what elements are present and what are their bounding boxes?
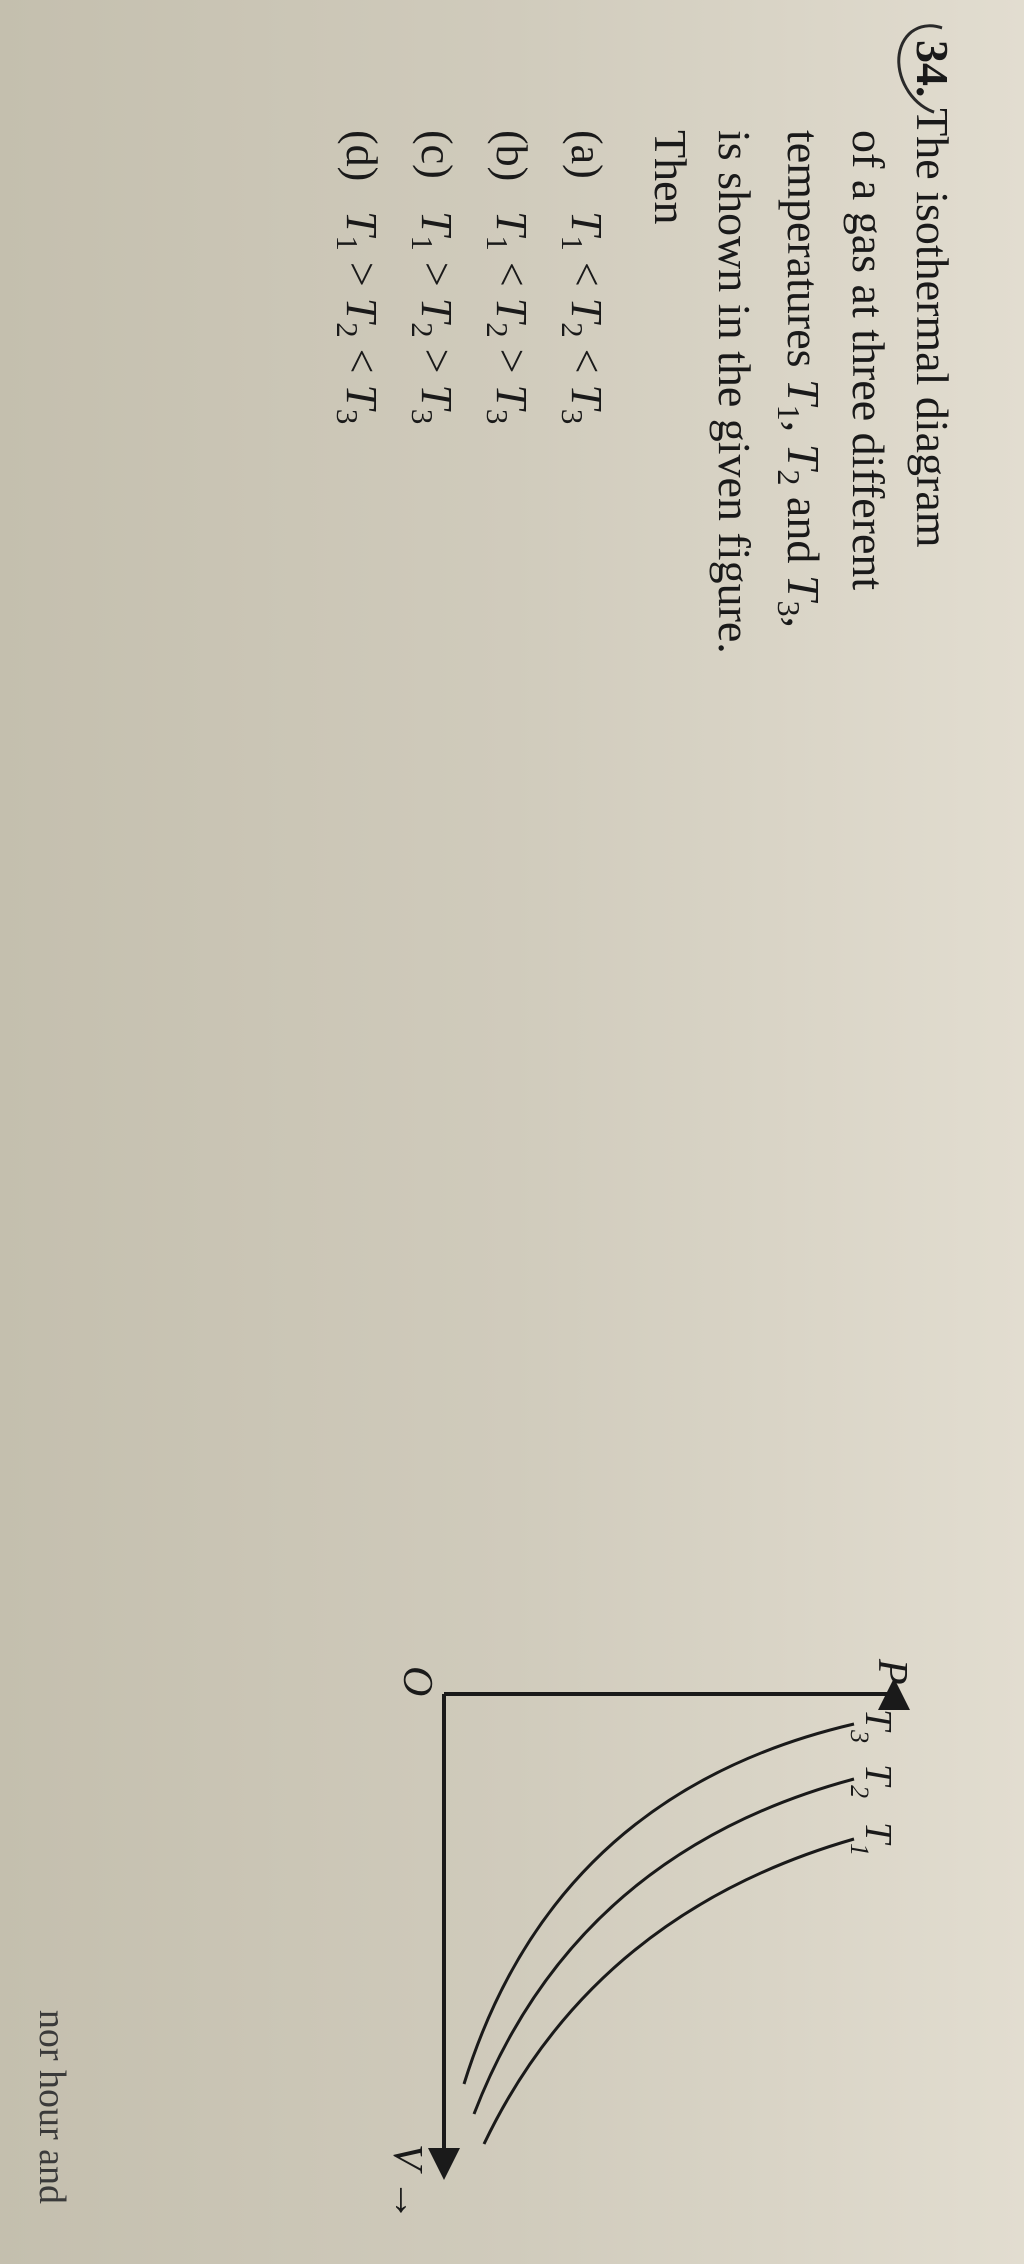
stem-line-2: temperatures T1, T2 and T3, (778, 130, 829, 628)
origin-label: O (394, 1666, 440, 1696)
option-c: (c) T1 > T2 > T3 (400, 130, 467, 1584)
option-c-value: T1 > T2 > T3 (412, 211, 461, 424)
option-d-label: (d) (331, 130, 393, 200)
curve-label-t2: T2 (846, 1764, 900, 1798)
curve-t3 (464, 1724, 854, 2084)
page-container: 34. The isothermal diagram of a gas at t… (0, 0, 1024, 2264)
y-axis-label: P (869, 1658, 915, 1685)
option-d-value: T1 > T2 < T3 (337, 211, 386, 424)
stem-line-3: is shown in the given figure. (709, 130, 760, 654)
option-b-label: (b) (481, 130, 543, 200)
option-b: (b) T1 < T2 > T3 (475, 130, 542, 1584)
pv-diagram: P O V → T3 T2 T1 (369, 1604, 934, 2224)
option-c-label: (c) (406, 130, 468, 200)
question-stem: 34. The isothermal diagram of a gas at t… (637, 40, 964, 1584)
stem-line-1: of a gas at three different (843, 130, 894, 590)
option-d: (d) T1 > T2 < T3 (326, 130, 393, 1584)
option-b-value: T1 < T2 > T3 (487, 211, 536, 424)
stem-line-4: Then (645, 130, 696, 225)
curve-label-t3: T3 (846, 1709, 900, 1743)
option-a-value: T1 < T2 < T3 (562, 211, 611, 424)
option-a-label: (a) (556, 130, 618, 200)
pv-svg: P O V → T3 T2 T1 (374, 1604, 934, 2224)
options-list: (a) T1 < T2 < T3 (b) T1 < T2 > T3 (c) T1… (326, 130, 618, 1584)
question-number: 34. (900, 40, 964, 98)
question-block: 34. The isothermal diagram of a gas at t… (318, 40, 964, 1584)
x-axis-label: V → (384, 2144, 430, 2221)
footer-fragment: nor hour and (30, 2010, 74, 2204)
option-a: (a) T1 < T2 < T3 (550, 130, 617, 1584)
stem-line-0: The isothermal diagram (907, 108, 958, 547)
qnum-text: 34. (907, 40, 958, 98)
